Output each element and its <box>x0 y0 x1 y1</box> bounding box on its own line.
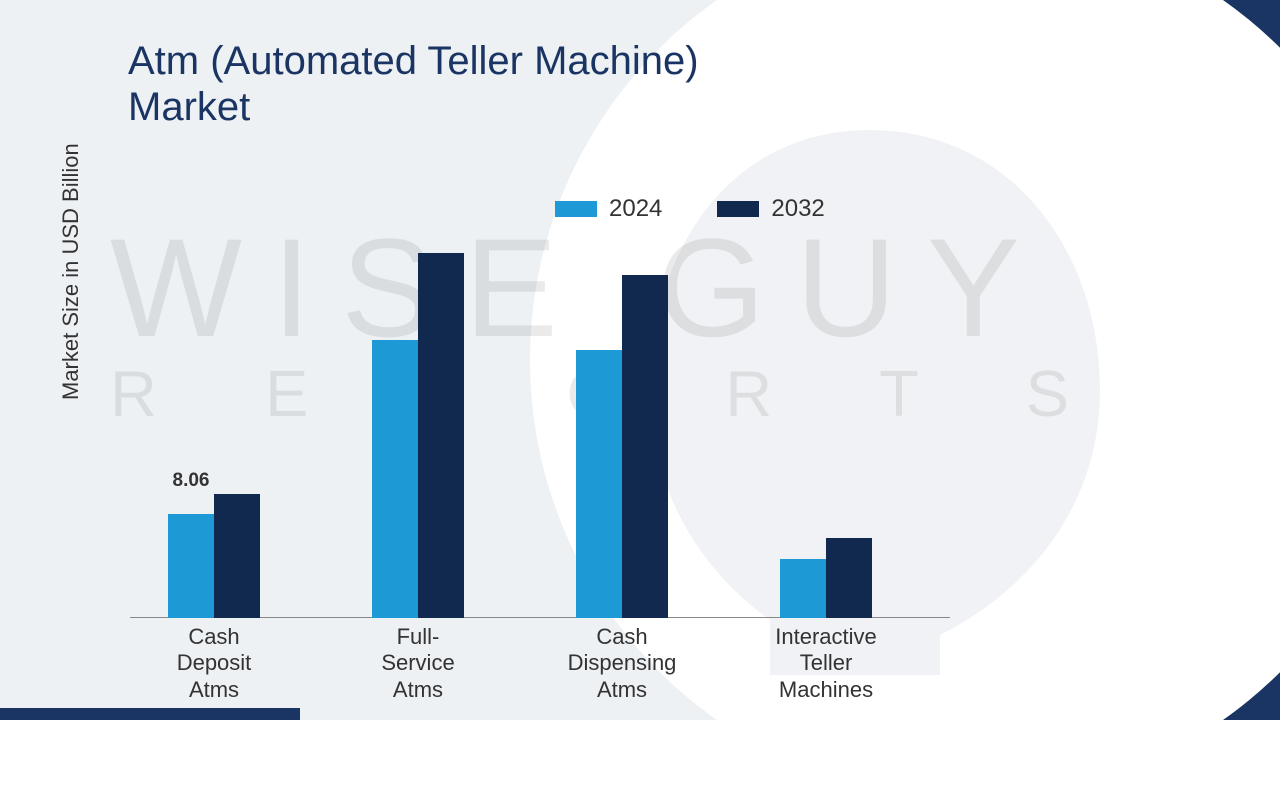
bar <box>622 275 668 618</box>
legend-item: 2032 <box>717 195 824 223</box>
legend-swatch <box>717 201 759 217</box>
bar <box>168 514 214 618</box>
category-label: Cash Dispensing Atms <box>568 618 677 703</box>
category-label: Full-Service Atms <box>381 618 454 703</box>
logo-head-icon <box>1198 40 1258 110</box>
chart-title: Atm (Automated Teller Machine) Market <box>128 38 748 130</box>
logo-line2: R E P O R T S <box>978 68 1190 116</box>
category-label: Cash Deposit Atms <box>177 618 252 703</box>
y-axis-label: Market Size in USD Billion <box>58 143 84 400</box>
bar <box>780 559 826 618</box>
bar <box>418 253 464 618</box>
bar <box>826 538 872 618</box>
logo-line1: WISE GUY <box>978 34 1190 68</box>
legend: 2024 2032 <box>555 195 825 223</box>
bar-group: Interactive Teller Machines <box>780 230 872 618</box>
bar-group: 8.06Cash Deposit Atms <box>168 230 260 618</box>
right-brand-panel: WISE GUY R E P O R T S <box>970 0 1280 720</box>
brand-logo: WISE GUY R E P O R T S <box>978 30 1258 120</box>
bar <box>214 494 260 618</box>
bar-group: Cash Dispensing Atms <box>576 230 668 618</box>
bar <box>576 350 622 618</box>
plot-area: 8.06Cash Deposit Atms Full-Service Atms Ca… <box>130 230 950 618</box>
category-label: Interactive Teller Machines <box>775 618 877 703</box>
legend-swatch <box>555 201 597 217</box>
legend-label: 2032 <box>771 195 824 223</box>
footer-accent-bar <box>0 708 300 720</box>
legend-item: 2024 <box>555 195 662 223</box>
bar <box>372 340 418 618</box>
canvas: WISE GUY R E P O R T S WISE GUY R E P O … <box>0 0 1280 720</box>
data-label: 8.06 <box>173 470 210 492</box>
legend-label: 2024 <box>609 195 662 223</box>
bar-group: Full-Service Atms <box>372 230 464 618</box>
